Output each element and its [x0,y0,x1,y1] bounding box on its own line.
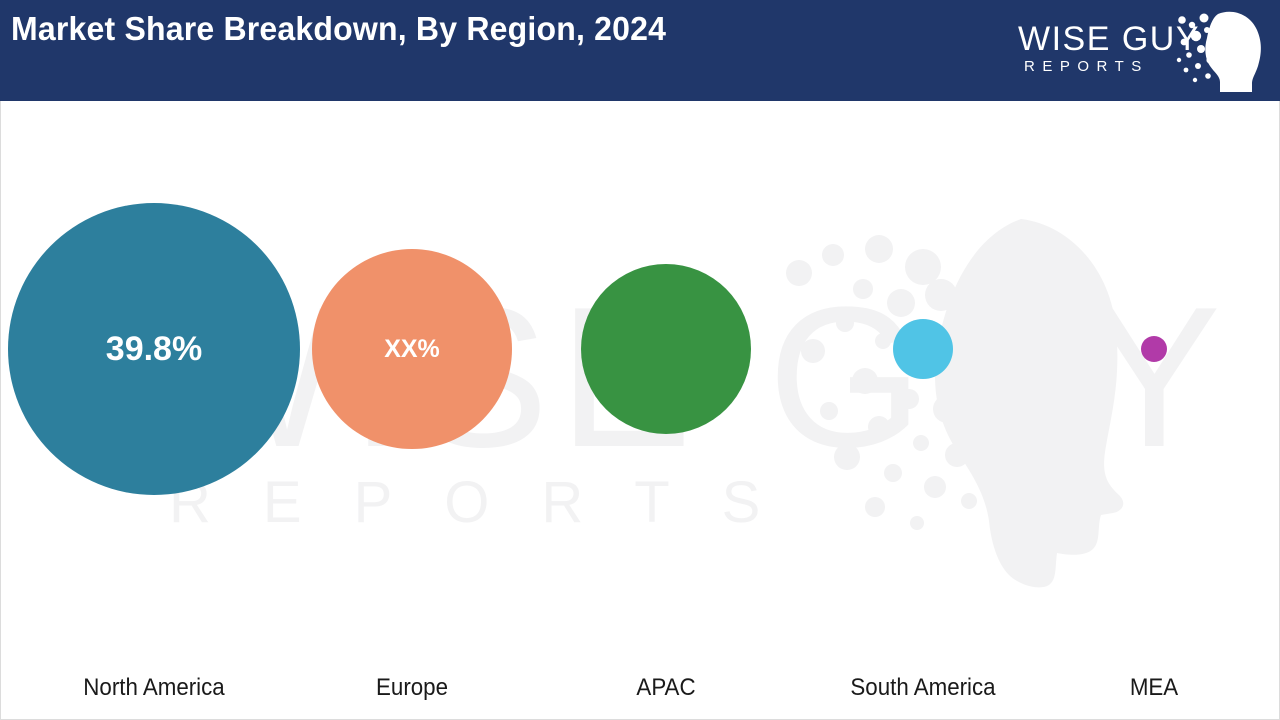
bubble-europe[interactable]: XX% [312,249,512,449]
brand-logo: WISE GUY REPORTS [1016,6,1266,94]
dotted-head-profile-watermark [786,219,1124,588]
bubble-north-america[interactable]: 39.8% [8,203,300,495]
category-label-apac: APAC [636,674,696,701]
category-label-north-america: North America [83,674,225,701]
bubble-mea[interactable] [1141,336,1167,362]
chart-plot-area: WISE GUY REPORTS [0,101,1280,720]
category-label-europe: Europe [376,674,448,701]
watermark-subtext: REPORTS [169,470,813,535]
bubble-value-label: 39.8% [105,330,203,368]
logo-wordmark: WISE GUY [1018,20,1201,58]
bubble-south-america[interactable] [893,319,953,379]
chart-header: Market Share Breakdown, By Region, 2024 … [0,0,1280,101]
page-title: Market Share Breakdown, By Region, 2024 [11,10,667,47]
logo-subtext: REPORTS [1024,58,1149,75]
category-label-south-america: South America [850,674,996,701]
dotted-head-profile-icon [1176,11,1261,92]
bubble-apac[interactable] [581,264,751,434]
category-label-mea: MEA [1129,674,1179,701]
bubble-value-label: XX% [384,334,440,363]
